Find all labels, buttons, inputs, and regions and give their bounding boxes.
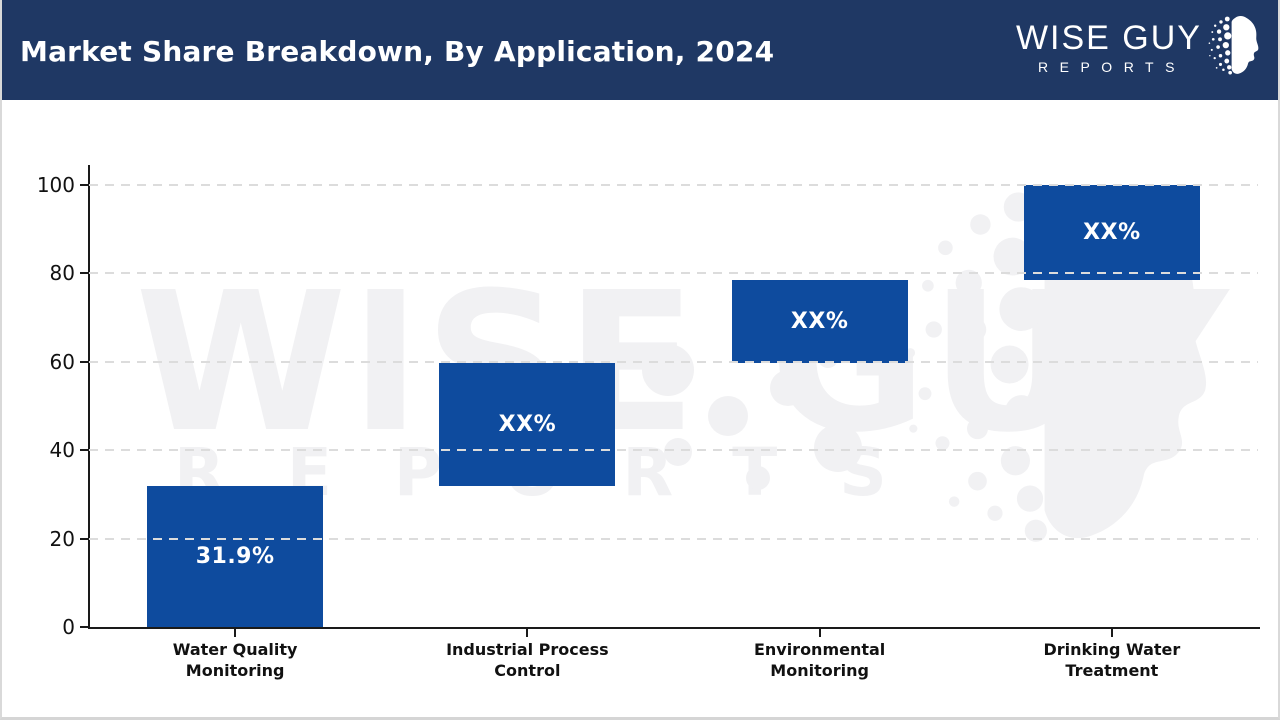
x-category-label-line: Water Quality (172, 640, 298, 659)
x-category-label-line: Treatment (1065, 660, 1159, 680)
logo-brand-subtext: REPORTS (1038, 59, 1186, 75)
logo-text: WISE GUY REPORTS (1016, 21, 1202, 75)
y-tick (80, 360, 89, 363)
gridline (89, 184, 1258, 186)
brand-logo: WISE GUY REPORTS (1016, 10, 1264, 86)
logo-brand-text: WISE GUY (1015, 19, 1202, 57)
y-tick (80, 449, 89, 452)
gridline (89, 537, 1258, 540)
y-tick (80, 626, 89, 628)
x-tick (234, 629, 237, 637)
x-category-label: Water Quality Monitoring (89, 640, 381, 682)
wiseguy-head-icon (1208, 16, 1259, 75)
x-category-label-line: Drinking Water (1043, 640, 1181, 659)
bar-label: XX% (790, 308, 849, 334)
y-tick (80, 537, 89, 540)
x-category-label-line: Control (494, 660, 561, 680)
x-category-label: Drinking Water Treatment (966, 640, 1258, 682)
x-tick (1110, 629, 1113, 637)
header-bar: Market Share Breakdown, By Application, … (2, 0, 1278, 100)
bar: XX% (731, 280, 908, 363)
y-axis-line (88, 165, 90, 629)
bar-label: XX% (1083, 220, 1141, 245)
x-category-label-line: Industrial Process (446, 640, 609, 659)
watermark-dots-icon (642, 344, 862, 490)
y-tick-label: 80 (49, 261, 75, 286)
x-category-label: Industrial Process Control (381, 640, 673, 682)
bar-label: 31.9% (195, 543, 275, 569)
y-tick-label: 20 (49, 526, 75, 551)
x-axis-line (88, 627, 1260, 629)
bar-label: XX% (498, 411, 557, 437)
x-category-label-line: Environmental (753, 640, 886, 659)
gridline (89, 360, 1258, 363)
y-tick-label: 40 (49, 438, 75, 463)
y-tick (80, 272, 89, 275)
y-tick (80, 184, 89, 186)
bar: XX% (1023, 185, 1200, 281)
chart-title: Market Share Breakdown, By Application, … (20, 35, 775, 68)
x-tick (526, 629, 529, 637)
bar: 31.9% (147, 486, 324, 627)
bar: XX% (439, 362, 616, 486)
y-tick-label: 100 (36, 173, 75, 197)
y-tick-label: 60 (49, 349, 75, 374)
gridline (89, 449, 1258, 452)
y-tick-label: 0 (62, 615, 75, 639)
x-category-label-line: Monitoring (185, 660, 285, 680)
x-category-label-line: Monitoring (770, 660, 869, 680)
x-tick (818, 629, 821, 637)
x-category-label: Environmental Monitoring (674, 640, 966, 682)
gridline (89, 272, 1258, 275)
